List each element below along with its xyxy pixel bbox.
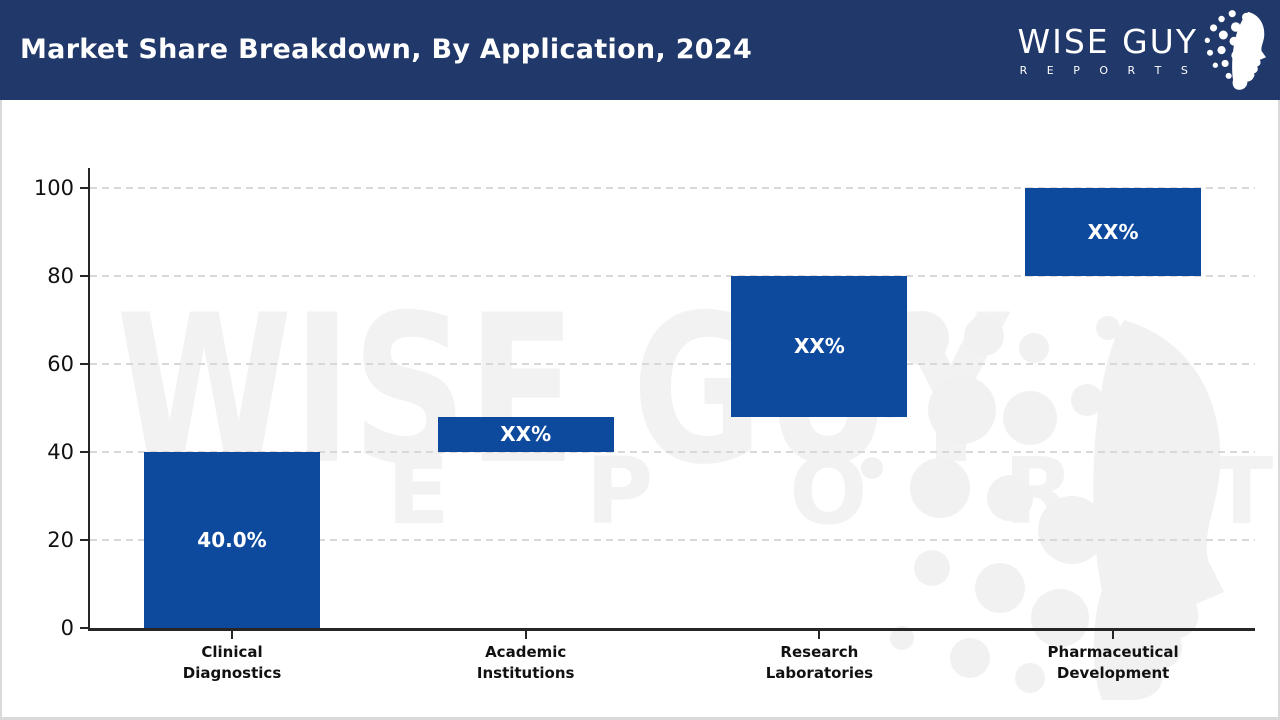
bar-segment: XX% [1025, 188, 1202, 276]
category-label-line1: Pharmaceutical [1047, 643, 1179, 661]
y-axis-spine [88, 168, 90, 628]
bar-value-label: XX% [500, 422, 552, 447]
y-tick-label-20: 20 [47, 528, 74, 552]
bar-value-label: XX% [793, 334, 845, 359]
plot-area: 0 20 40 60 80 100 40.0% Clinical Diagnostics XX% A… [34, 168, 1255, 682]
gridline-60 [90, 363, 1255, 365]
y-tick-label-60: 60 [47, 352, 74, 376]
y-tick-label-0: 0 [60, 616, 74, 640]
y-tick-40 [80, 451, 88, 453]
x-axis-spine [88, 628, 1255, 631]
bar-value-label: XX% [1087, 220, 1139, 244]
category-label-line2: Institutions [476, 664, 575, 682]
category-label-line2: Laboratories [765, 664, 874, 682]
report-header: Market Share Breakdown, By Application, … [0, 0, 1280, 100]
y-tick-0 [80, 627, 88, 629]
bar-value-label: 40.0% [197, 528, 267, 552]
x-tick-1 [524, 631, 527, 639]
x-tick-0 [231, 631, 233, 639]
gridline-40 [90, 451, 1255, 453]
x-tick-2 [818, 631, 821, 639]
wiseguy-logo-text: WISE GUY R E P O R T S [1017, 22, 1198, 77]
category-label-line1: Research [780, 643, 859, 661]
category-label-line1: Academic [485, 643, 567, 661]
category-label-line2: Diagnostics [182, 664, 282, 682]
gridline-80 [90, 275, 1255, 277]
bar-segment: XX% [437, 416, 614, 452]
y-tick-label-100: 100 [33, 176, 74, 200]
bar-segment: XX% [731, 276, 908, 417]
report-title: Market Share Breakdown, By Application, … [20, 34, 753, 65]
y-tick-60 [80, 363, 88, 365]
category-label: Pharmaceutical Development [993, 642, 1233, 684]
y-tick-label-80: 80 [47, 264, 74, 288]
gridline-100 [90, 187, 1255, 189]
logo-wordmark: WISE GUY [1017, 22, 1198, 61]
gridline-20 [90, 539, 1255, 541]
wiseguy-logo: WISE GUY R E P O R T S [1006, 8, 1266, 94]
bar-segment: 40.0% [144, 452, 320, 628]
category-label: Academic Institutions [406, 642, 646, 684]
category-label: Research Laboratories [699, 642, 939, 684]
y-tick-20 [80, 539, 88, 541]
logo-subtitle: R E P O R T S [1019, 64, 1196, 77]
y-tick-label-40: 40 [47, 440, 74, 464]
y-tick-100 [80, 187, 88, 189]
category-label-line2: Development [1056, 664, 1170, 682]
category-label: Clinical Diagnostics [112, 642, 352, 684]
y-tick-80 [80, 275, 88, 277]
x-tick-3 [1112, 631, 1115, 639]
wiseguy-face-icon [1204, 10, 1266, 90]
chart-canvas: WISE GUY R E P O R T S 02040608010040.0%… [0, 100, 1280, 720]
category-label-line1: Clinical [201, 643, 263, 661]
